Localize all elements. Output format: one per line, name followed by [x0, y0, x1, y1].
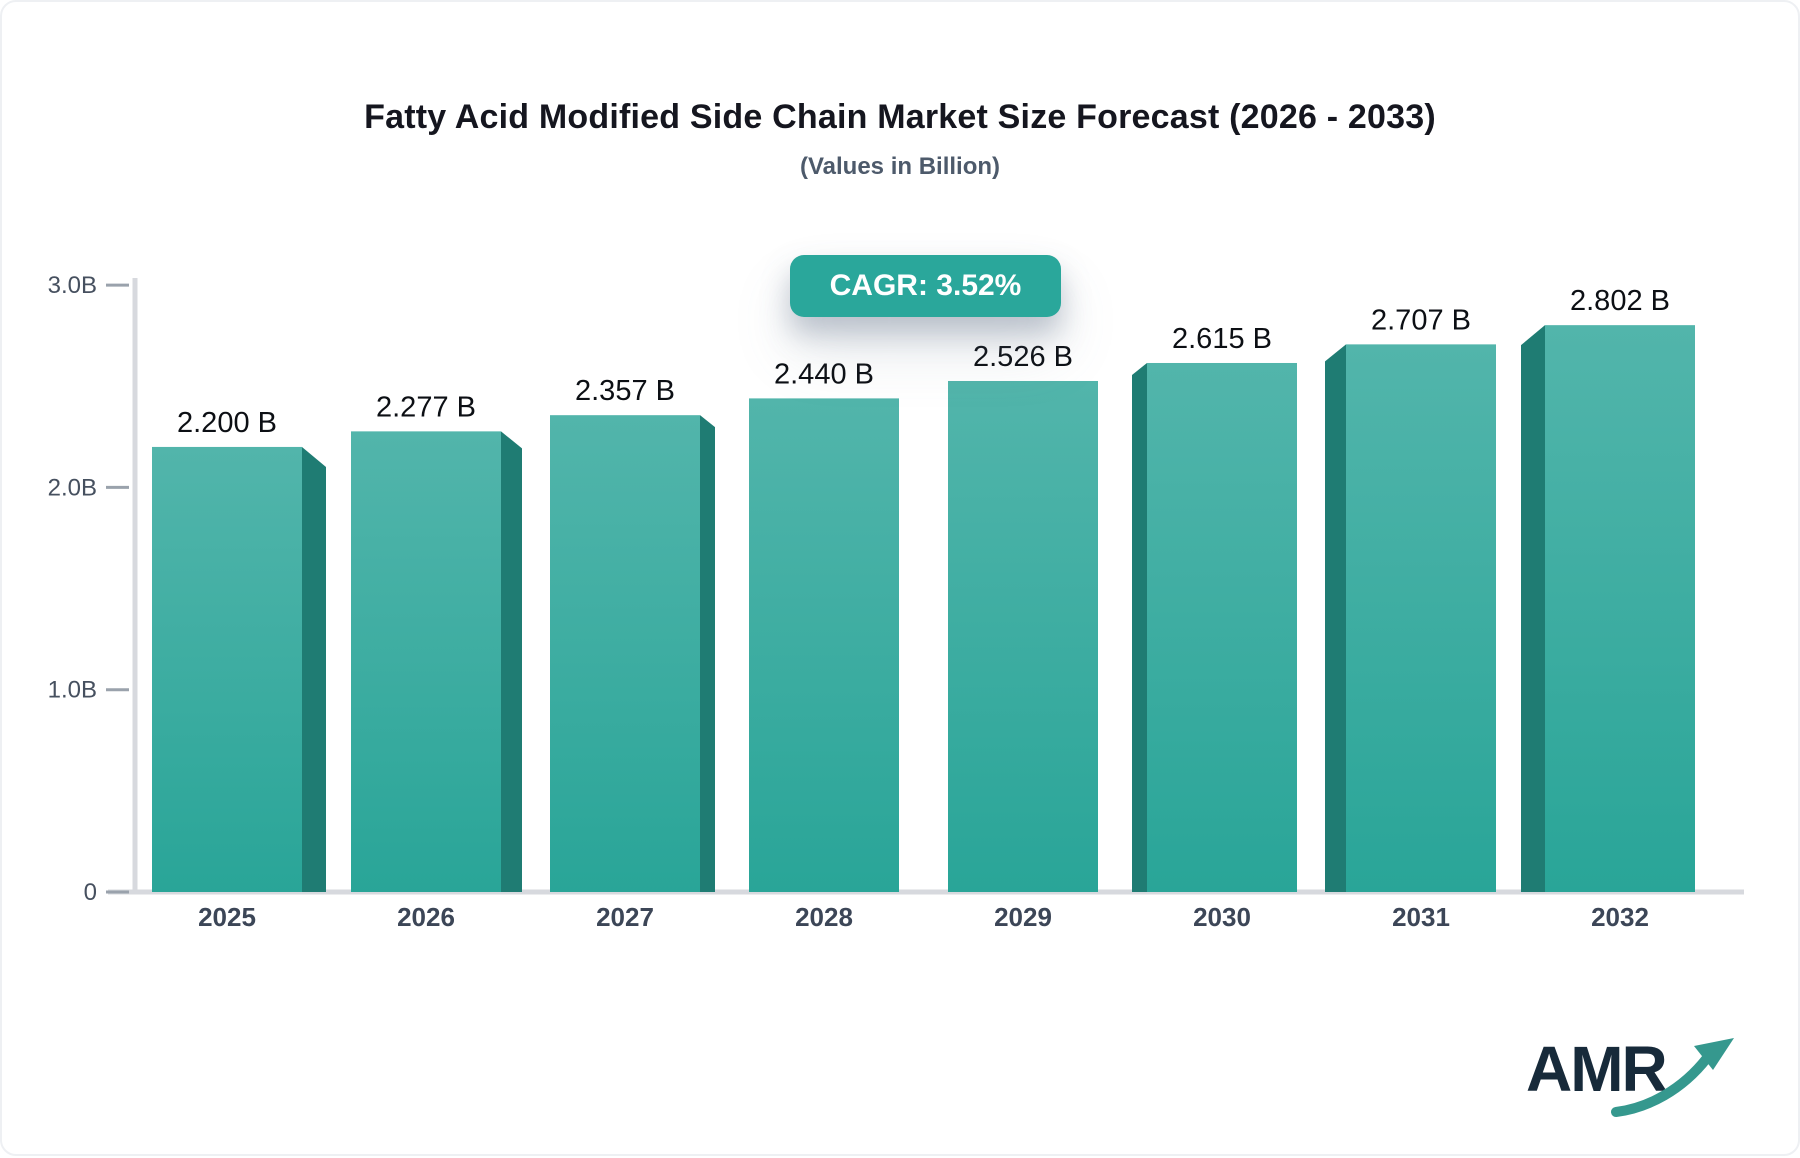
bar-2032: 2.802 B 2032: [1521, 285, 1695, 932]
bar-value-label: 2.440 B: [774, 358, 874, 390]
bar-face: [351, 431, 501, 892]
bar-side-face: [700, 415, 715, 892]
amr-logo: AMR: [1526, 1036, 1746, 1126]
amr-logo-text: AMR: [1526, 1033, 1668, 1105]
x-axis-label: 2025: [198, 902, 256, 932]
growth-arrow-icon: [1611, 1038, 1734, 1117]
bar-side-face: [1132, 362, 1147, 893]
bar-value-label: 2.615 B: [1172, 323, 1272, 355]
bar-value-label: 2.707 B: [1371, 304, 1471, 336]
chart-subtitle: (Values in Billion): [799, 153, 1001, 180]
bar-side-face: [1325, 344, 1346, 892]
bar-face: [948, 380, 1098, 892]
cagr-badge: CAGR: 3.52%: [790, 255, 1061, 317]
chart-title: Fatty Acid Modified Side Chain Market Si…: [364, 98, 1436, 136]
bar-face: [152, 446, 302, 892]
bar-face: [1346, 344, 1496, 892]
bar-2027: 2.357 B 2027: [550, 375, 715, 932]
bar-value-label: 2.802 B: [1570, 285, 1670, 317]
bar-value-label: 2.526 B: [973, 341, 1073, 373]
bar-face: [550, 415, 700, 892]
bar-2026: 2.277 B 2026: [351, 391, 522, 932]
chart-header: Fatty Acid Modified Side Chain Market Si…: [2, 98, 1798, 181]
bar-2030: 2.615 B 2030: [1132, 323, 1297, 932]
bar-value-label: 2.277 B: [376, 391, 476, 423]
bar-2031: 2.707 B 2031: [1325, 304, 1496, 932]
bar-value-label: 2.200 B: [177, 407, 277, 439]
y-axis-tick-label: 2.0B: [48, 474, 97, 501]
x-axis-label: 2028: [795, 902, 853, 932]
x-axis-label: 2032: [1591, 902, 1649, 932]
x-axis-label: 2027: [596, 902, 654, 932]
y-axis-tick-label: 1.0B: [48, 677, 97, 704]
x-axis-label: 2026: [397, 902, 455, 932]
x-axis-label: 2031: [1392, 902, 1450, 932]
bar-2028: 2.440 B 2028: [749, 358, 899, 932]
y-axis-tick-label: 0: [84, 879, 97, 906]
bar-2025: 2.200 B 2025: [152, 407, 326, 932]
bar-side-face: [1521, 325, 1545, 892]
x-axis-label: 2029: [994, 902, 1052, 932]
bar-face: [749, 398, 899, 892]
bar-2029: 2.526 B 2029: [948, 341, 1098, 932]
y-axis-tick-label: 3.0B: [48, 272, 97, 299]
bar-value-label: 2.357 B: [575, 375, 675, 407]
cagr-badge-label: CAGR: 3.52%: [829, 269, 1022, 302]
x-axis-label: 2030: [1193, 902, 1251, 932]
bar-side-face: [501, 431, 522, 892]
bar-side-face: [302, 446, 326, 892]
bar-face: [1545, 325, 1695, 892]
bar-face: [1147, 362, 1297, 893]
